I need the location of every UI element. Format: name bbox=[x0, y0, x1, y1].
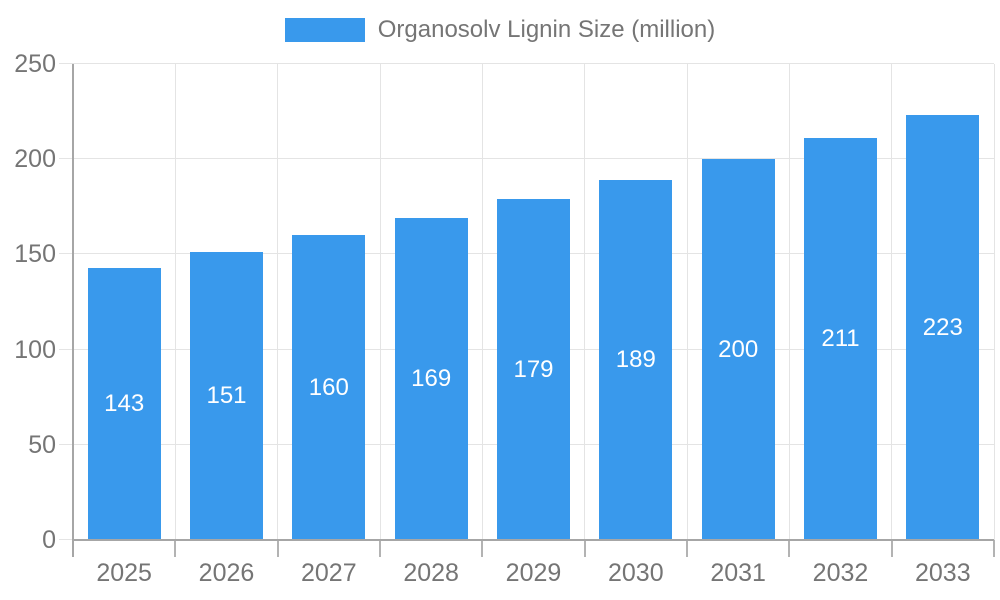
bar-value-label: 160 bbox=[308, 373, 349, 401]
x-axis-tick bbox=[890, 540, 893, 557]
x-gridline bbox=[481, 64, 483, 540]
x-gridline bbox=[686, 64, 688, 540]
y-axis-tick bbox=[59, 63, 73, 64]
x-gridline bbox=[174, 64, 176, 540]
x-gridline bbox=[993, 64, 995, 540]
bar: 211 bbox=[804, 138, 877, 540]
x-axis-tick-label: 2033 bbox=[915, 559, 971, 587]
x-axis-tick-label: 2027 bbox=[301, 559, 357, 587]
bar: 189 bbox=[599, 180, 673, 540]
bar-value-label: 200 bbox=[718, 335, 759, 363]
y-axis-tick-label: 50 bbox=[28, 430, 56, 459]
y-gridline bbox=[73, 63, 994, 64]
y-axis-tick bbox=[59, 539, 73, 540]
x-axis-tick-label: 2025 bbox=[96, 559, 152, 587]
bar: 143 bbox=[87, 267, 161, 540]
bar: 151 bbox=[190, 252, 263, 540]
bar-value-label: 189 bbox=[615, 346, 656, 374]
bar-value-label: 179 bbox=[513, 355, 554, 383]
bar: 160 bbox=[292, 235, 366, 540]
x-axis-tick-label: 2029 bbox=[505, 559, 562, 587]
x-gridline bbox=[788, 64, 790, 540]
x-axis-tick bbox=[481, 540, 484, 557]
bar-value-label: 169 bbox=[411, 365, 452, 393]
y-axis-tick bbox=[59, 348, 73, 350]
x-axis-tick bbox=[788, 540, 791, 557]
bar: 179 bbox=[497, 199, 570, 540]
y-axis-tick-label: 0 bbox=[42, 526, 56, 554]
bar-value-label: 211 bbox=[821, 325, 860, 353]
bar-value-label: 223 bbox=[922, 313, 963, 341]
x-axis-tick-label: 2032 bbox=[812, 559, 869, 587]
x-gridline bbox=[379, 64, 381, 540]
legend-swatch-icon bbox=[284, 18, 365, 42]
x-axis-tick bbox=[686, 540, 688, 557]
y-gridline bbox=[73, 158, 994, 160]
x-axis-tick-label: 2031 bbox=[710, 559, 766, 587]
x-gridline bbox=[891, 64, 893, 540]
y-axis-line bbox=[72, 64, 74, 540]
bar-value-label: 151 bbox=[206, 382, 247, 410]
x-gridline bbox=[584, 64, 586, 540]
y-axis-tick bbox=[59, 443, 73, 445]
x-axis-tick bbox=[379, 540, 381, 557]
chart-legend[interactable]: Organosolv Lignin Size (million) bbox=[0, 16, 1000, 44]
x-axis-tick bbox=[276, 540, 279, 557]
x-axis-tick bbox=[174, 540, 177, 557]
x-axis-tick bbox=[72, 540, 74, 557]
bar: 200 bbox=[701, 159, 775, 540]
x-axis-tick bbox=[993, 540, 995, 557]
y-axis-tick-label: 150 bbox=[14, 240, 56, 269]
bar: 169 bbox=[394, 218, 468, 540]
x-gridline bbox=[277, 64, 279, 540]
y-axis-tick-label: 250 bbox=[14, 50, 56, 78]
x-axis-tick bbox=[583, 540, 586, 557]
x-axis-tick-label: 2026 bbox=[198, 559, 255, 587]
y-axis-tick bbox=[59, 158, 73, 160]
y-axis-tick bbox=[59, 253, 73, 255]
x-axis-line bbox=[73, 539, 994, 541]
bar-value-label: 143 bbox=[104, 389, 145, 417]
legend-label: Organosolv Lignin Size (million) bbox=[377, 16, 716, 43]
bar: 223 bbox=[906, 115, 980, 540]
y-axis-tick-label: 100 bbox=[14, 335, 56, 364]
x-axis-tick-label: 2028 bbox=[403, 559, 459, 587]
x-axis-tick-label: 2030 bbox=[608, 559, 664, 587]
y-axis-tick-label: 200 bbox=[14, 145, 56, 174]
